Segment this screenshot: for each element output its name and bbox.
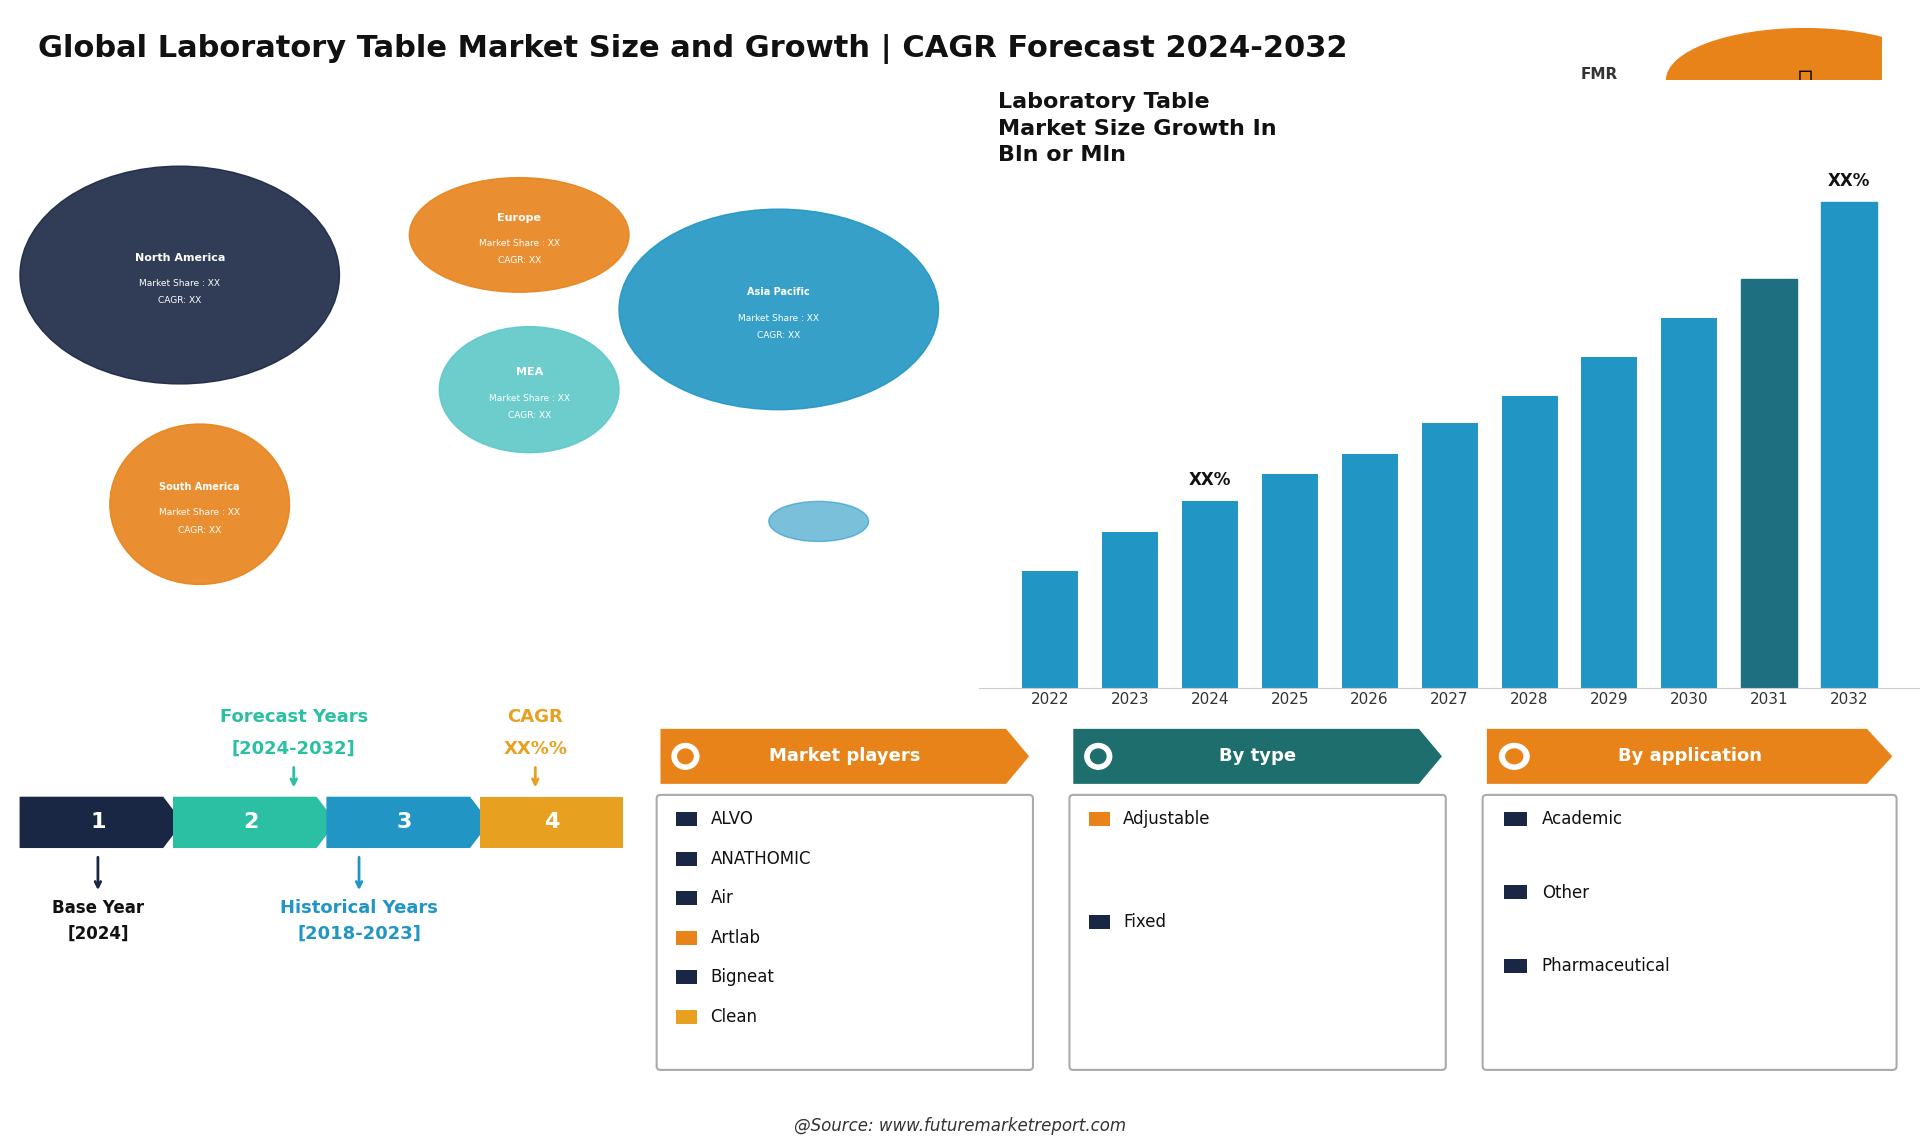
Circle shape: [1085, 744, 1112, 769]
FancyBboxPatch shape: [676, 970, 697, 984]
Text: [2018-2023]: [2018-2023]: [298, 925, 420, 943]
Text: South America: South America: [159, 482, 240, 492]
Text: FMR: FMR: [1580, 66, 1619, 83]
Text: 1: 1: [90, 813, 106, 832]
Bar: [1822, 202, 1878, 688]
Text: 3: 3: [397, 813, 413, 832]
Bar: [1183, 501, 1238, 688]
Text: ALVO: ALVO: [710, 810, 753, 829]
Text: 2: 2: [244, 813, 259, 832]
Text: Europe: Europe: [497, 213, 541, 222]
Text: Air: Air: [710, 889, 733, 908]
Polygon shape: [326, 796, 490, 848]
Text: [2024-2032]: [2024-2032]: [232, 740, 355, 759]
Text: CAGR: CAGR: [507, 708, 563, 727]
Text: 🌿: 🌿: [1797, 69, 1812, 92]
Text: Clean: Clean: [710, 1007, 756, 1026]
Text: Fixed: Fixed: [1123, 913, 1165, 931]
Bar: [1582, 358, 1638, 688]
FancyBboxPatch shape: [1089, 813, 1110, 826]
Bar: [1501, 397, 1557, 688]
Text: XX%: XX%: [1188, 471, 1231, 489]
Polygon shape: [173, 796, 336, 848]
Text: CAGR: XX: CAGR: XX: [497, 257, 541, 265]
Text: By type: By type: [1219, 747, 1296, 766]
Text: CAGR: XX: CAGR: XX: [507, 411, 551, 419]
Text: Pharmaceutical: Pharmaceutical: [1542, 957, 1670, 975]
Ellipse shape: [440, 327, 618, 453]
FancyBboxPatch shape: [676, 851, 697, 865]
Text: CAGR: XX: CAGR: XX: [179, 526, 221, 534]
Ellipse shape: [768, 502, 868, 542]
Text: Base Year: Base Year: [52, 900, 144, 918]
FancyBboxPatch shape: [676, 892, 697, 905]
Text: Other: Other: [1542, 884, 1590, 902]
Circle shape: [1091, 749, 1106, 763]
FancyBboxPatch shape: [676, 813, 697, 826]
Text: CAGR: XX: CAGR: XX: [756, 331, 801, 339]
Text: @Source: www.futuremarketreport.com: @Source: www.futuremarketreport.com: [795, 1116, 1125, 1135]
Text: Global Laboratory Table Market Size and Growth | CAGR Forecast 2024-2032: Global Laboratory Table Market Size and …: [38, 34, 1348, 64]
Bar: [1342, 454, 1398, 688]
Bar: [1661, 319, 1716, 688]
Bar: [1021, 571, 1077, 688]
Text: Adjustable: Adjustable: [1123, 810, 1212, 829]
Polygon shape: [480, 796, 624, 848]
Text: Market Share : XX: Market Share : XX: [490, 394, 570, 402]
FancyBboxPatch shape: [1089, 915, 1110, 928]
Circle shape: [1667, 29, 1920, 132]
FancyBboxPatch shape: [676, 1010, 697, 1023]
Text: Asia Pacific: Asia Pacific: [747, 288, 810, 297]
Bar: [1102, 532, 1158, 688]
Text: Laboratory Table
Market Size Growth In
Bln or Mln: Laboratory Table Market Size Growth In B…: [998, 93, 1277, 165]
Text: By application: By application: [1617, 747, 1763, 766]
Text: Market Share : XX: Market Share : XX: [739, 314, 820, 322]
FancyBboxPatch shape: [657, 795, 1033, 1070]
Text: Market Share : XX: Market Share : XX: [478, 240, 559, 248]
Ellipse shape: [109, 424, 290, 584]
Bar: [1741, 280, 1797, 688]
Text: ANATHOMIC: ANATHOMIC: [710, 850, 810, 868]
Circle shape: [672, 744, 699, 769]
Text: XX%%: XX%%: [503, 740, 566, 759]
FancyBboxPatch shape: [1503, 959, 1526, 973]
Text: FUTURE MARKET REPORT: FUTURE MARKET REPORT: [1580, 105, 1668, 112]
Polygon shape: [660, 729, 1029, 784]
Text: [2024]: [2024]: [67, 925, 129, 943]
Circle shape: [678, 749, 693, 763]
Text: Market players: Market players: [770, 747, 920, 766]
FancyBboxPatch shape: [1069, 795, 1446, 1070]
Text: Artlab: Artlab: [710, 929, 760, 947]
Text: CAGR: XX: CAGR: XX: [157, 297, 202, 305]
Text: Bigneat: Bigneat: [710, 968, 774, 987]
Text: North America: North America: [134, 253, 225, 262]
FancyBboxPatch shape: [1503, 886, 1526, 900]
Ellipse shape: [409, 178, 630, 292]
Text: Academic: Academic: [1542, 810, 1622, 829]
Bar: [1421, 423, 1478, 688]
Polygon shape: [1486, 729, 1893, 784]
Text: Market Share : XX: Market Share : XX: [140, 280, 221, 288]
Text: 4: 4: [543, 813, 559, 832]
FancyBboxPatch shape: [1482, 795, 1897, 1070]
Text: Forecast Years: Forecast Years: [219, 708, 369, 727]
Bar: [1261, 473, 1317, 688]
Text: Market Share : XX: Market Share : XX: [159, 509, 240, 517]
Polygon shape: [19, 796, 182, 848]
Ellipse shape: [19, 166, 340, 384]
Circle shape: [1505, 749, 1523, 763]
Circle shape: [1500, 744, 1528, 769]
Text: XX%: XX%: [1828, 172, 1870, 190]
Text: Historical Years: Historical Years: [280, 900, 438, 918]
Ellipse shape: [618, 209, 939, 409]
FancyBboxPatch shape: [1503, 813, 1526, 826]
Polygon shape: [1073, 729, 1442, 784]
FancyBboxPatch shape: [676, 931, 697, 944]
Text: MEA: MEA: [516, 368, 543, 377]
